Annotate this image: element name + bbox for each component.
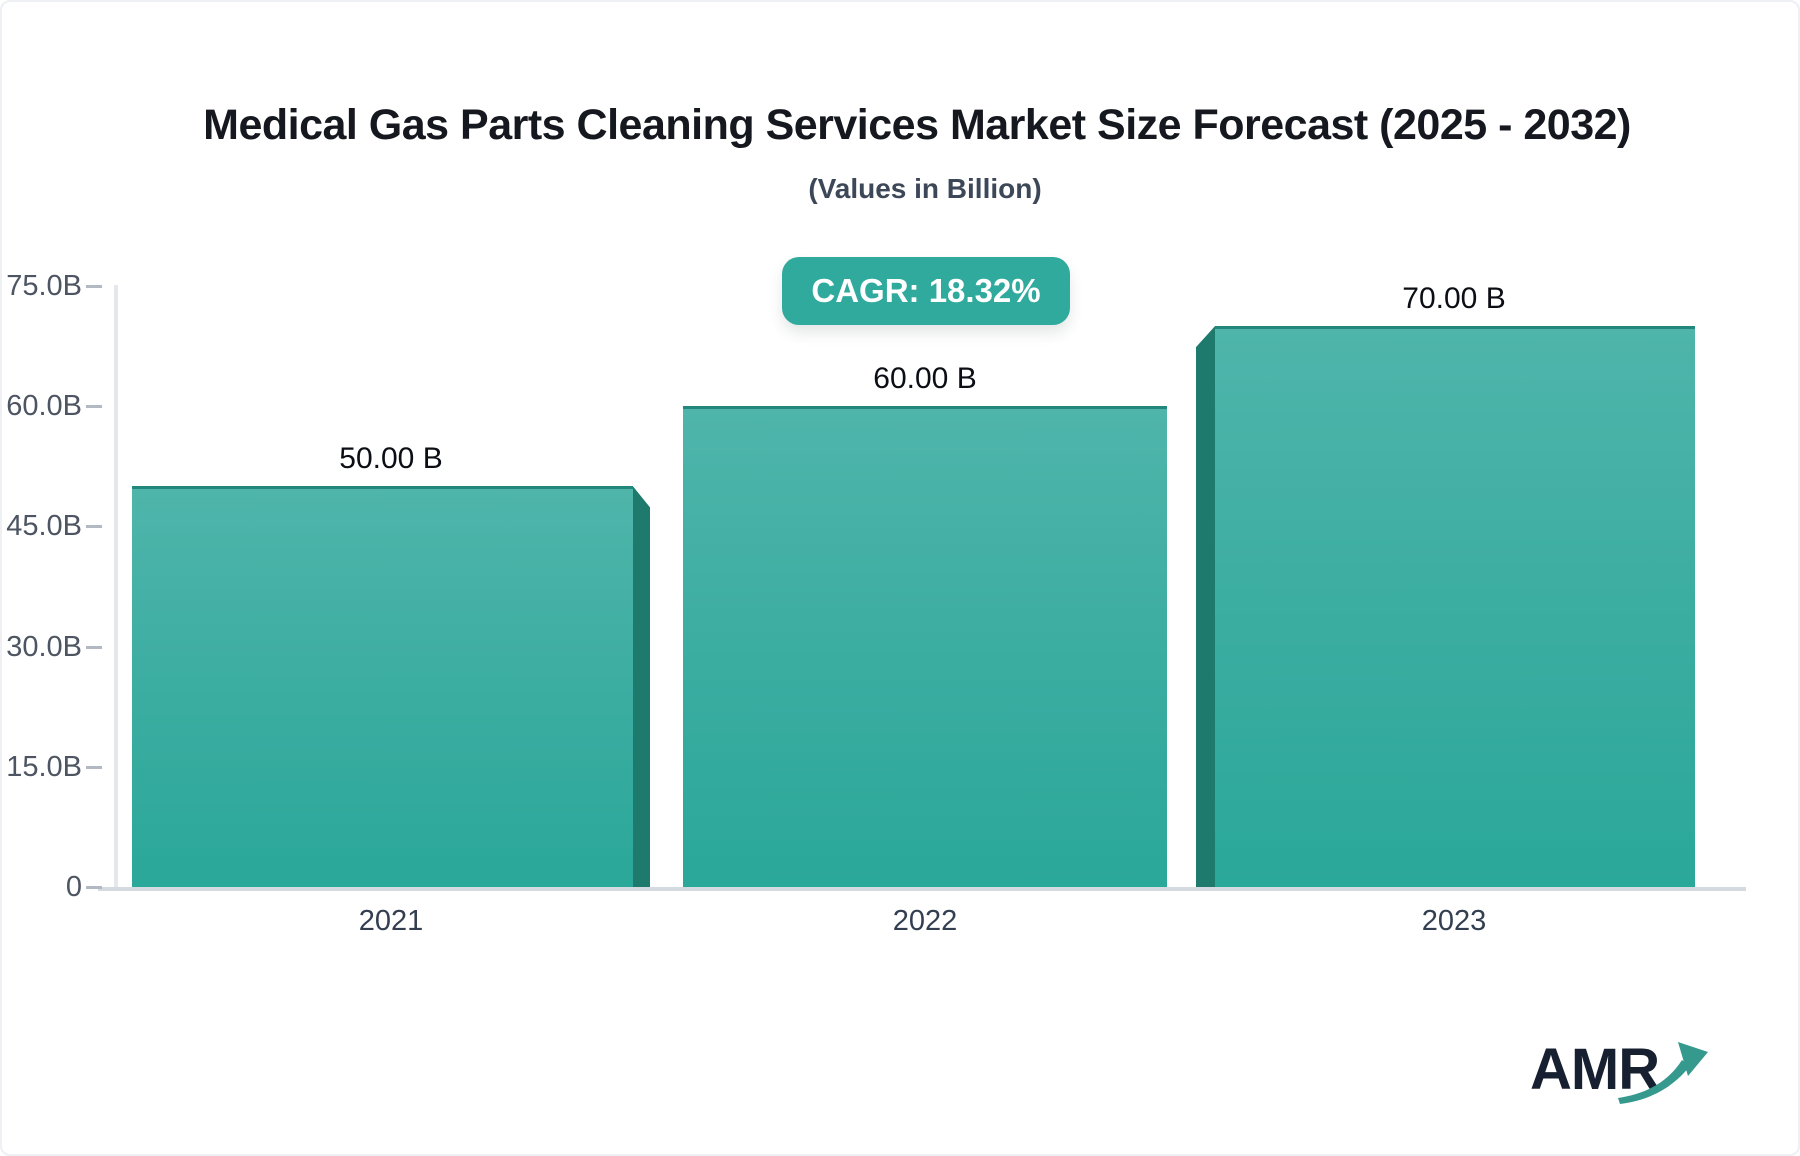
y-axis-tick-mark xyxy=(86,405,102,409)
x-axis-category-label: 2022 xyxy=(892,905,958,937)
y-axis-tick-mark xyxy=(86,285,102,289)
bar-2022 xyxy=(683,406,1167,887)
y-axis-tick-mark xyxy=(86,525,102,529)
y-axis-tick-mark xyxy=(86,645,102,649)
y-axis-tick-label: 0 xyxy=(65,871,82,903)
bar-2021 xyxy=(132,486,633,887)
x-axis-line xyxy=(98,887,1746,891)
y-axis-tick-label: 15.0B xyxy=(6,750,82,783)
bar-value-label: 50.00 B xyxy=(339,442,443,476)
amr-logo: AMR xyxy=(1530,1038,1710,1110)
y-axis-tick-label: 75.0B xyxy=(6,270,82,303)
bar-3d-side-panel xyxy=(633,486,650,887)
y-axis-tick-label: 45.0B xyxy=(6,510,82,543)
chart-title: Medical Gas Parts Cleaning Services Mark… xyxy=(203,101,1631,149)
y-axis-tick-label: 30.0B xyxy=(6,630,82,663)
x-axis-category-label: 2021 xyxy=(358,905,424,937)
bar-value-label: 70.00 B xyxy=(1402,282,1506,316)
amr-logo-text: AMR xyxy=(1530,1037,1660,1102)
bar-2023 xyxy=(1215,326,1695,887)
cagr-badge: CAGR: 18.32% xyxy=(782,257,1070,325)
bar-3d-side-panel xyxy=(1196,326,1215,887)
chart-subtitle: (Values in Billion) xyxy=(808,173,1042,204)
bar-value-label: 60.00 B xyxy=(873,362,977,396)
x-axis-category-label: 2023 xyxy=(1421,905,1487,937)
y-axis-tick-label: 60.0B xyxy=(6,390,82,423)
trend-up-arrow-icon xyxy=(1618,1042,1708,1104)
y-axis-line xyxy=(114,285,118,887)
y-axis-tick-mark xyxy=(86,886,102,889)
y-axis-tick-mark xyxy=(86,765,102,769)
